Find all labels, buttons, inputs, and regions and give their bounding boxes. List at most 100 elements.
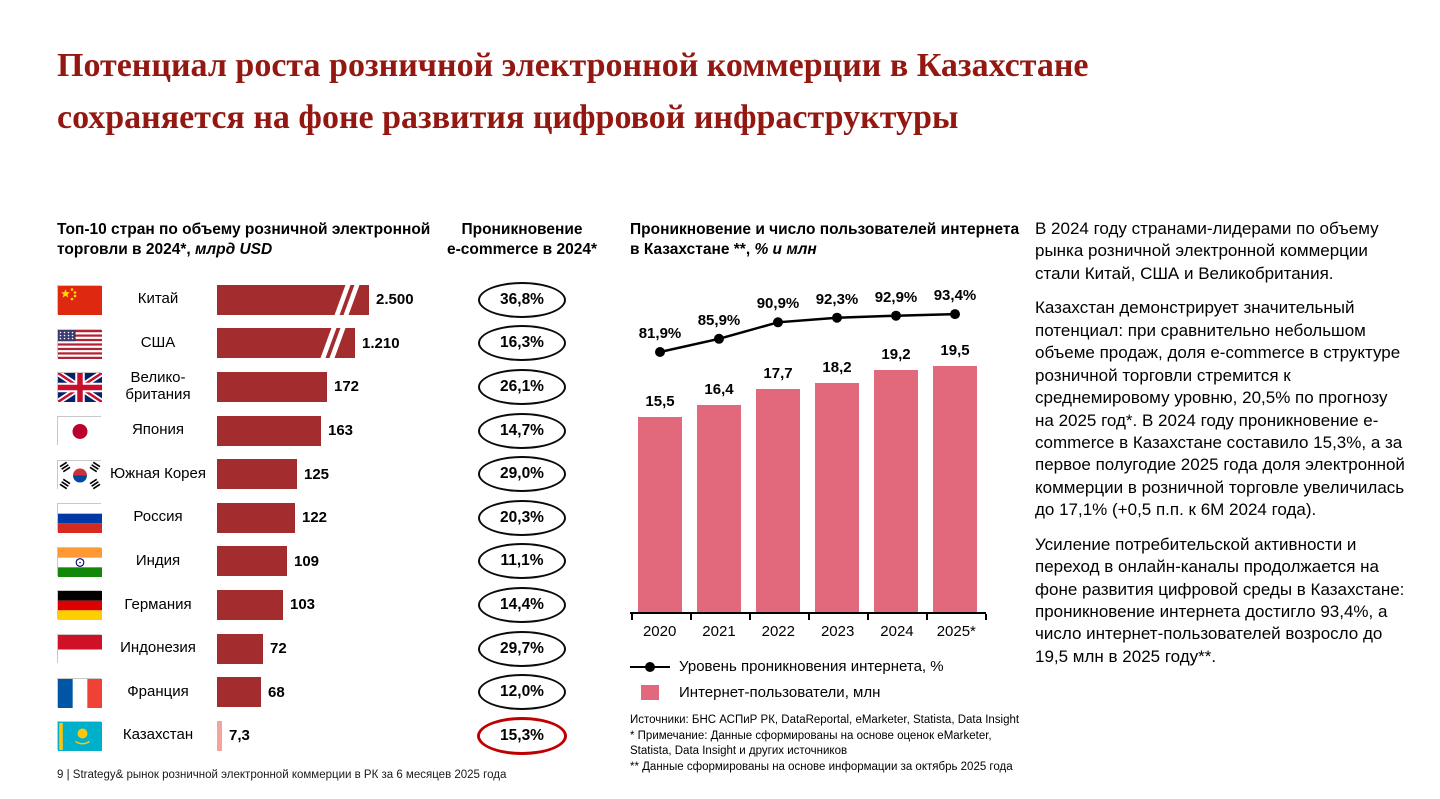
penetration-badge: 26,1%	[478, 368, 566, 405]
penetration-row: 29,7%	[447, 627, 597, 671]
penetration-row: 11,1%	[447, 540, 597, 584]
flag-kr-icon	[57, 459, 102, 490]
sources-line-2: * Примечание: Данные сформированы на осн…	[630, 729, 992, 758]
top10-header-units: млрд USD	[195, 241, 273, 259]
year-label: 2020	[642, 623, 677, 640]
country-value: 172	[334, 378, 360, 396]
internet-users-bar	[874, 370, 918, 612]
line-value-label: 81,9%	[638, 325, 682, 342]
insight-paragraph-1: В 2024 году странами-лидерами по объему …	[1035, 219, 1379, 283]
sources-note: Источники: БНС АСПиР РК, DataReportal, e…	[630, 713, 1020, 775]
country-bar-track: 1.210	[217, 325, 452, 362]
country-bar	[217, 677, 261, 708]
flag-fr-icon	[57, 677, 102, 708]
penetration-row: 26,1%	[447, 365, 597, 409]
internet-users-bar	[815, 383, 859, 612]
year-label: 2025*	[936, 623, 976, 640]
country-label: Япония	[131, 421, 185, 439]
year-label: 2023	[820, 623, 855, 640]
line-value-label: 92,9%	[874, 288, 918, 306]
chart-legend: Уровень проникновения интернета, % Интер…	[630, 658, 1030, 701]
country-bar	[217, 589, 283, 620]
internet-users-bar	[756, 389, 800, 612]
flag-kz-icon	[57, 721, 102, 752]
country-label: Франция	[127, 682, 189, 700]
country-bar-track: 122	[217, 502, 452, 533]
year-label: 2024	[880, 623, 914, 640]
country-row: Япония 163	[57, 409, 452, 453]
bar-value-label: 15,5	[645, 393, 675, 410]
top10-rows: Китай 2.500 США 1.210 Велико-британия 172 Япон…	[57, 278, 452, 758]
penetration-badges: 36,8% 16,3% 26,1% 14,7% 29,0% 20,3% 11,1% 14,4%…	[447, 278, 597, 758]
penetration-badge: 29,7%	[478, 630, 566, 667]
country-value: 2.500	[376, 291, 414, 309]
country-row: Россия 122	[57, 496, 452, 540]
bar-value-label: 17,7	[763, 365, 793, 382]
ecommerce-penetration-column: Проникновение e-commerce в 2024* 36,8% 16…	[447, 220, 597, 758]
axis-tick	[984, 614, 987, 620]
penetration-badge: 20,3%	[478, 499, 566, 536]
country-bar	[217, 325, 355, 362]
flag-ru-icon	[57, 503, 102, 534]
top10-header-text: Топ-10 стран по объему розничной электро…	[57, 221, 431, 259]
internet-users-bar	[933, 366, 977, 612]
country-label: Индия	[135, 551, 181, 569]
country-value: 72	[270, 640, 287, 658]
sources-line-3: ** Данные сформированы на основе информа…	[630, 760, 1013, 773]
title-line1: Потенциал роста розничной электронной ко…	[57, 47, 1089, 84]
year-label: 2022	[761, 623, 795, 640]
line-marker-icon	[630, 661, 670, 673]
country-bar	[217, 720, 222, 751]
internet-header-text: Проникновение и число пользователей инте…	[630, 221, 1020, 259]
country-value: 163	[328, 422, 354, 440]
country-bar	[217, 633, 263, 664]
flag-gb-icon	[57, 372, 102, 403]
country-bar-track: 163	[217, 415, 452, 446]
flag-cn-icon	[57, 285, 102, 316]
country-label: Индонезия	[120, 639, 196, 657]
country-value: 1.210	[362, 334, 400, 352]
penetration-row: 36,8%	[447, 278, 597, 322]
year-label: 2021	[702, 623, 736, 640]
legend-line-label: Уровень проникновения интернета, %	[679, 658, 944, 675]
combo-plot-area: 15,5 16,4 17,7 18,2 19,2 19,5 81,9% 85,9% 90,9% 9…	[630, 282, 987, 620]
penetration-row: 15,3%	[447, 714, 597, 758]
sources-line-1: Источники: БНС АСПиР РК, DataReportal, e…	[630, 714, 1020, 726]
country-bar-track: 125	[217, 459, 452, 490]
line-value-label: 92,3%	[815, 290, 859, 308]
country-bar	[217, 459, 297, 490]
country-label: Южная Корея	[110, 464, 206, 482]
internet-chart-header: Проникновение и число пользователей инте…	[630, 220, 1030, 262]
penetration-badge: 15,3%	[477, 716, 567, 755]
country-bar	[217, 502, 295, 533]
penetration-badge: 14,4%	[478, 586, 566, 623]
country-value: 122	[302, 509, 328, 527]
bar-swatch-icon	[641, 685, 659, 700]
x-axis-labels: 2020 2021 2022 2023 2024 2025*	[630, 623, 986, 640]
top10-chart-header: Топ-10 стран по объему розничной электро…	[57, 220, 452, 262]
country-row: Китай 2.500	[57, 278, 452, 322]
flag-in-icon	[57, 546, 102, 577]
penetration-badge: 36,8%	[478, 281, 566, 318]
title-line2: сохраняется на фоне развития цифровой ин…	[57, 99, 959, 136]
legend-item-bar: Интернет-пользователи, млн	[630, 684, 1030, 701]
country-bar-track: 7,3	[217, 720, 452, 751]
insight-paragraph-3: Усиление потребительской активности и пе…	[1035, 534, 1405, 666]
country-row: Казахстан 7,3	[57, 714, 452, 758]
penetration-header: Проникновение e-commerce в 2024*	[447, 220, 597, 262]
country-value: 109	[294, 552, 320, 570]
penetration-badge: 14,7%	[478, 412, 566, 449]
slide-title: Потенциал роста розничной электронной ко…	[57, 40, 1397, 144]
line-value-label: 85,9%	[697, 311, 741, 329]
axis-tick	[807, 614, 810, 620]
slide-footer: 9 | Strategy& рынок розничной электронно…	[57, 769, 507, 781]
bar-value-label: 19,2	[881, 346, 911, 363]
line-value-label: 90,9%	[756, 295, 800, 313]
country-bar-track: 72	[217, 633, 452, 664]
country-label: Германия	[124, 595, 192, 613]
penetration-row: 14,7%	[447, 409, 597, 453]
country-row: Индонезия 72	[57, 627, 452, 671]
axis-tick	[925, 614, 928, 620]
insight-text-column: В 2024 году странами-лидерами по объему …	[1035, 218, 1409, 680]
